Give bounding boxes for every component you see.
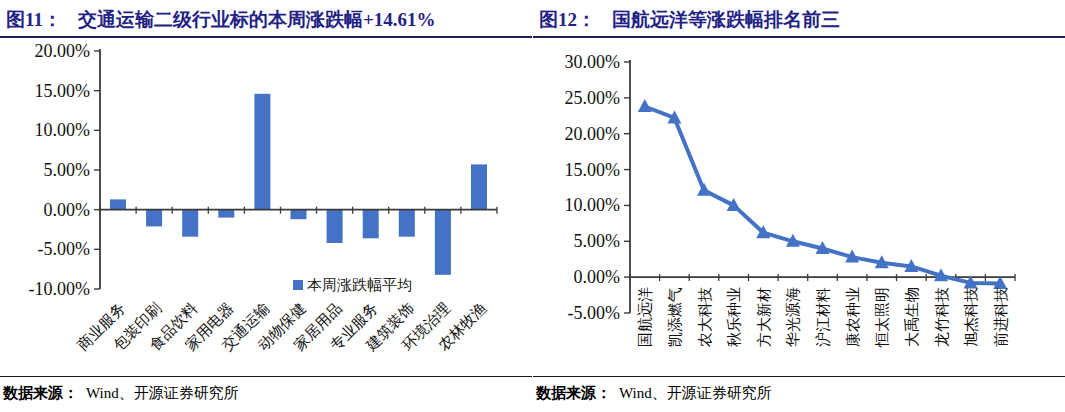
- bar: [471, 164, 487, 209]
- y-tick-label: 20.00%: [565, 124, 621, 144]
- y-tick-label: 5.00%: [574, 231, 621, 251]
- figure-11-panel: 图11： 交通运输二级行业标的本周涨跌幅+14.61% 20.00% 15.00% 1…: [0, 0, 532, 412]
- y-tick-label: 20.00%: [35, 41, 91, 61]
- figure-12-panel: 图12： 国航远洋等涨跌幅排名前三 30.00% 25.00% 20.00% 15.00…: [533, 0, 1065, 412]
- bar: [218, 210, 234, 218]
- category-label: 秋乐种业: [726, 287, 742, 347]
- category-labels: 商业服务包装印刷食品饮料家用电器交通运输动物保健家居用品专业服务建筑装饰环境治理…: [74, 300, 489, 354]
- category-label: 农大科技: [697, 287, 713, 348]
- figure-12-chart-area: 30.00% 25.00% 20.00% 15.00% 10.00% 5.00% 0.00%…: [533, 38, 1065, 376]
- y-tick-label: 15.00%: [565, 160, 621, 180]
- figure-12-heading: 国航远洋等涨跌幅排名前三: [612, 9, 840, 30]
- category-label: 沪江材料: [815, 287, 831, 347]
- bar: [254, 94, 270, 210]
- top-gainers-line-chart: 30.00% 25.00% 20.00% 15.00% 10.00% 5.00% 0.00%…: [533, 38, 1065, 376]
- category-label: 方大新材: [756, 287, 772, 347]
- category-label: 恒太照明: [874, 287, 890, 348]
- figure-11-label: 图11：: [6, 9, 62, 30]
- source-text: Wind、开源证券研究所: [619, 385, 772, 401]
- y-tick-label: -10.00%: [29, 279, 91, 299]
- report-figures-row: 图11： 交通运输二级行业标的本周涨跌幅+14.61% 20.00% 15.00% 1…: [0, 0, 1065, 412]
- category-label: 凯添燃气: [667, 287, 683, 347]
- bar: [182, 210, 198, 237]
- legend-label: 本周涨跌幅平均: [307, 277, 412, 293]
- figure-11-title: 图11： 交通运输二级行业标的本周涨跌幅+14.61%: [0, 0, 532, 38]
- y-tick-label: -5.00%: [38, 239, 91, 259]
- source-label: 数据来源：: [536, 385, 611, 401]
- category-label: 华光源海: [785, 287, 801, 348]
- y-tick-label: 0.00%: [44, 200, 91, 220]
- triangle-marker: [638, 99, 652, 112]
- figure-11-source: 数据来源： Wind、开源证券研究所: [0, 376, 532, 403]
- source-text: Wind、开源证券研究所: [86, 385, 239, 401]
- weekly-change-bar-chart: 20.00% 15.00% 10.00% 5.00% 0.00% -5.00% -10.00…: [0, 38, 532, 376]
- bar: [110, 199, 126, 209]
- legend-swatch: [293, 280, 303, 290]
- bar-series: [110, 94, 487, 275]
- figure-11-chart-area: 20.00% 15.00% 10.00% 5.00% 0.00% -5.00% -10.00…: [0, 38, 532, 376]
- y-tick-label: 10.00%: [565, 195, 621, 215]
- category-label: 国航远洋: [637, 287, 653, 347]
- category-label: 旭杰科技: [963, 287, 979, 347]
- figure-12-title: 图12： 国航远洋等涨跌幅排名前三: [533, 0, 1065, 38]
- category-label: 龙竹科技: [934, 287, 950, 347]
- source-label: 数据来源：: [3, 385, 78, 401]
- y-tick-label: 5.00%: [44, 160, 91, 180]
- bar: [291, 210, 307, 220]
- y-tick-label: 10.00%: [35, 120, 91, 140]
- triangle-marker: [697, 183, 711, 196]
- bar: [327, 210, 343, 243]
- category-label: 大禹生物: [903, 287, 920, 347]
- category-labels: 国航远洋凯添燃气农大科技秋乐种业方大新材华光源海沪江材料康农种业恒太照明大禹生物…: [637, 287, 1008, 348]
- bar: [146, 210, 162, 227]
- figure-11-heading: 交通运输二级行业标的本周涨跌幅+14.61%: [78, 9, 436, 30]
- line-series: [638, 99, 1007, 289]
- category-label: 前进科技: [993, 287, 1009, 347]
- y-tick-label: 15.00%: [35, 81, 91, 101]
- y-axis: 20.00% 15.00% 10.00% 5.00% 0.00% -5.00% -10.00…: [29, 41, 101, 299]
- category-label: 康农种业: [845, 287, 861, 347]
- y-tick-label: 25.00%: [565, 88, 621, 108]
- bar: [399, 210, 415, 237]
- figure-12-source: 数据来源： Wind、开源证券研究所: [533, 376, 1065, 403]
- y-tick-label: 0.00%: [574, 267, 621, 287]
- figure-12-label: 图12：: [539, 9, 596, 30]
- bar: [363, 210, 379, 239]
- y-axis: 30.00% 25.00% 20.00% 15.00% 10.00% 5.00% 0.00%…: [565, 52, 631, 323]
- y-tick-label: 30.00%: [565, 52, 621, 72]
- legend: 本周涨跌幅平均: [293, 277, 412, 293]
- bar: [435, 210, 451, 275]
- y-tick-label: -5.00%: [568, 303, 621, 323]
